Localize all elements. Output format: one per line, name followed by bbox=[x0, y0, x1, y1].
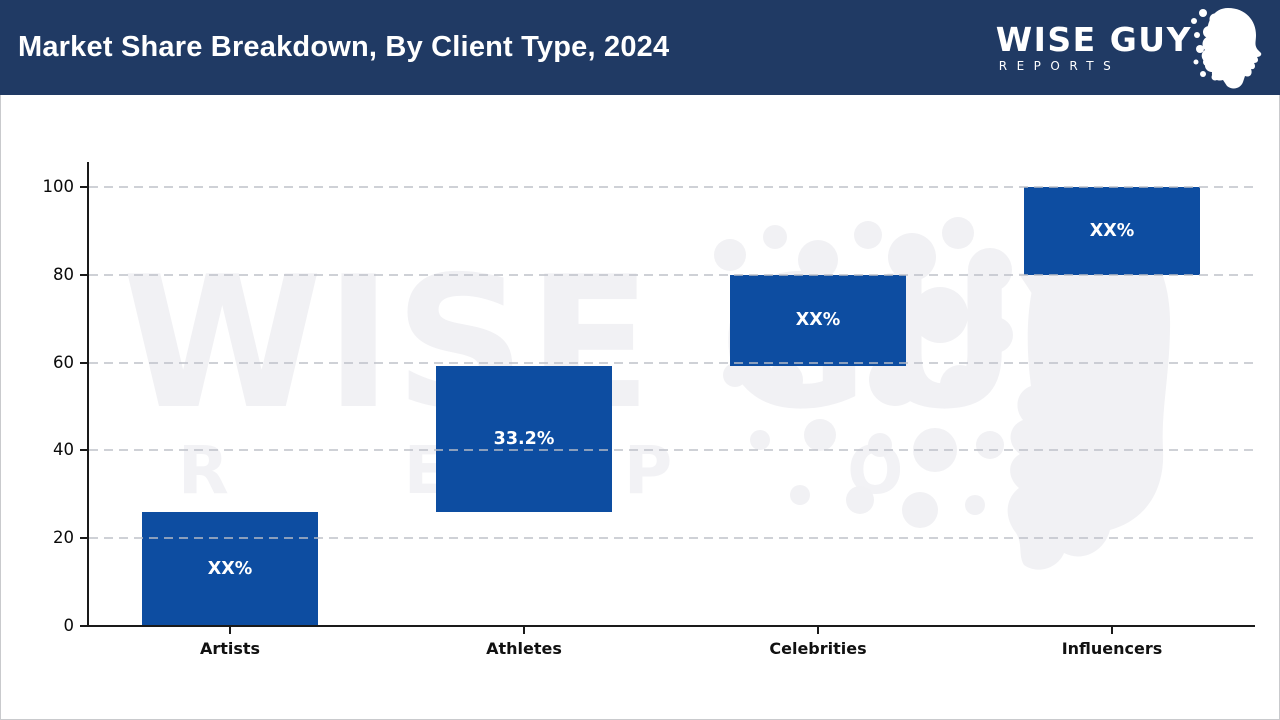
logo-text: WISE GUY REPORTS bbox=[996, 23, 1192, 72]
logo-head-icon bbox=[1191, 7, 1262, 89]
x-axis-tick-influencers bbox=[1111, 626, 1113, 634]
y-axis-tick-40 bbox=[80, 449, 89, 452]
gridline-80 bbox=[89, 273, 1255, 276]
category-label-artists: Artists bbox=[199, 639, 261, 658]
y-axis-tick-label-100: 100 bbox=[42, 177, 75, 197]
gridline-60 bbox=[89, 361, 1255, 364]
y-axis-tick-label-60: 60 bbox=[53, 352, 74, 372]
gridline-100 bbox=[89, 186, 1255, 188]
y-axis-tick-label-0: 0 bbox=[63, 616, 75, 636]
x-axis-tick-celebrities bbox=[817, 626, 819, 634]
category-label-influencers: Influencers bbox=[1061, 639, 1163, 658]
y-axis-line bbox=[87, 162, 89, 627]
bar-value-label-celebrities: XX% bbox=[795, 310, 841, 331]
header-bar: Market Share Breakdown, By Client Type, … bbox=[0, 0, 1280, 95]
x-axis-line bbox=[87, 625, 1255, 627]
bar-influencers: XX% bbox=[1024, 187, 1200, 275]
bar-value-label-athletes: 33.2% bbox=[493, 428, 555, 449]
x-axis-tick-artists bbox=[229, 626, 231, 634]
logo-wordmark: WISE GUY bbox=[995, 20, 1192, 59]
bar-value-label-influencers: XX% bbox=[1089, 220, 1135, 241]
y-axis-tick-0 bbox=[80, 625, 89, 627]
logo-subtitle: REPORTS bbox=[998, 59, 1121, 73]
y-axis-tick-label-40: 40 bbox=[53, 440, 74, 460]
gridline-20 bbox=[89, 537, 1255, 540]
category-label-celebrities: Celebrities bbox=[769, 639, 867, 658]
bar-artists: XX% bbox=[142, 511, 318, 626]
x-axis-tick-athletes bbox=[523, 626, 525, 634]
y-axis-tick-80 bbox=[80, 273, 89, 276]
category-label-athletes: Athletes bbox=[486, 639, 562, 658]
brand-logo: WISE GUY REPORTS bbox=[996, 5, 1264, 91]
y-axis-tick-label-20: 20 bbox=[53, 528, 74, 548]
bar-celebrities: XX% bbox=[730, 274, 906, 367]
gridline-40 bbox=[89, 449, 1255, 452]
y-axis-tick-label-80: 80 bbox=[53, 264, 74, 284]
y-axis-tick-100 bbox=[80, 186, 89, 188]
bar-athletes: 33.2% bbox=[436, 366, 612, 512]
bar-value-label-artists: XX% bbox=[207, 558, 253, 579]
chart-title: Market Share Breakdown, By Client Type, … bbox=[18, 31, 670, 63]
y-axis-tick-60 bbox=[80, 361, 89, 364]
y-axis-tick-20 bbox=[80, 537, 89, 540]
